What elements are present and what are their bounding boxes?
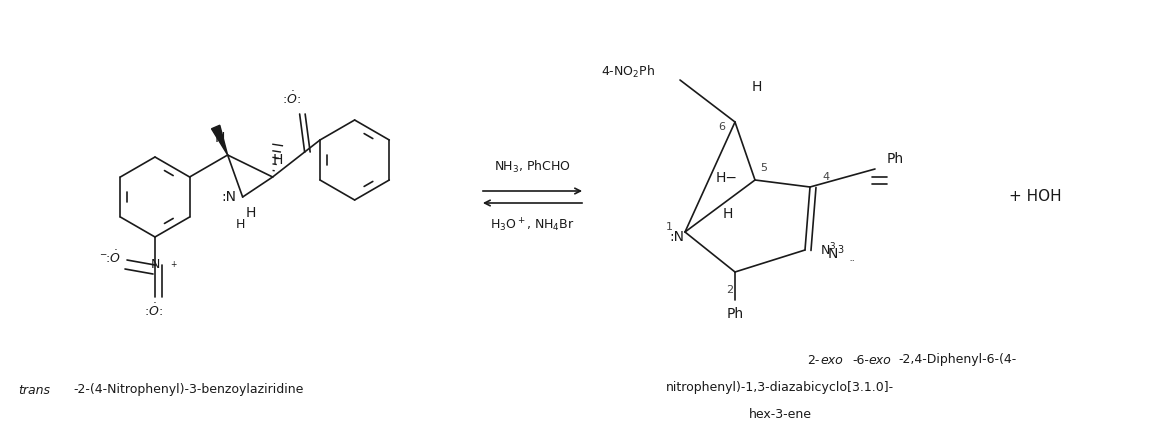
Text: 4: 4 [822, 172, 829, 182]
Text: H$_3$O$^+$, NH$_4$Br: H$_3$O$^+$, NH$_4$Br [491, 216, 575, 234]
Text: :N: :N [669, 230, 684, 244]
Text: 6: 6 [718, 122, 726, 132]
Text: exo: exo [868, 354, 891, 366]
Text: 2-: 2- [808, 354, 819, 366]
Text: H: H [751, 80, 762, 94]
Text: -6-: -6- [852, 354, 869, 366]
Text: H: H [723, 207, 734, 221]
Text: -2-(4-Nitrophenyl)-3-benzoylaziridine: -2-(4-Nitrophenyl)-3-benzoylaziridine [73, 384, 303, 396]
Text: H: H [245, 206, 256, 220]
Text: $\ddot{}$: $\ddot{}$ [850, 255, 856, 265]
Text: 5: 5 [760, 163, 767, 173]
Text: 2: 2 [727, 285, 734, 295]
Text: exo: exo [819, 354, 843, 366]
Text: N$^3$: N$^3$ [819, 242, 836, 258]
Text: Ph: Ph [888, 152, 904, 166]
Text: Ph: Ph [727, 307, 743, 321]
Text: + HOH: + HOH [1008, 190, 1061, 205]
Polygon shape [211, 125, 228, 155]
Text: H: H [272, 153, 283, 167]
Text: :$\dot{O}$:: :$\dot{O}$: [282, 91, 301, 107]
Text: 1: 1 [666, 222, 673, 232]
Text: H−: H− [716, 171, 738, 185]
Text: hex-3-ene: hex-3-ene [749, 408, 811, 420]
Text: N: N [150, 259, 160, 271]
Text: NH$_3$, PhCHO: NH$_3$, PhCHO [494, 159, 571, 175]
Text: :$\dot{O}$:: :$\dot{O}$: [143, 303, 162, 319]
Text: 4-NO$_2$Ph: 4-NO$_2$Ph [601, 64, 655, 80]
Text: $^+$: $^+$ [169, 260, 178, 270]
Text: H: H [215, 131, 225, 145]
Text: $^-\!\!$:$\dot{O}$: $^-\!\!$:$\dot{O}$ [97, 250, 121, 266]
Text: nitrophenyl)-1,3-diazabicyclo[3.1.0]-: nitrophenyl)-1,3-diazabicyclo[3.1.0]- [666, 381, 895, 393]
Text: :N: :N [221, 190, 236, 204]
Text: N$^3$: N$^3$ [826, 244, 845, 262]
Text: trans: trans [18, 384, 50, 396]
Text: H: H [236, 218, 245, 232]
Text: -2,4-Diphenyl-6-(4-: -2,4-Diphenyl-6-(4- [898, 354, 1017, 366]
